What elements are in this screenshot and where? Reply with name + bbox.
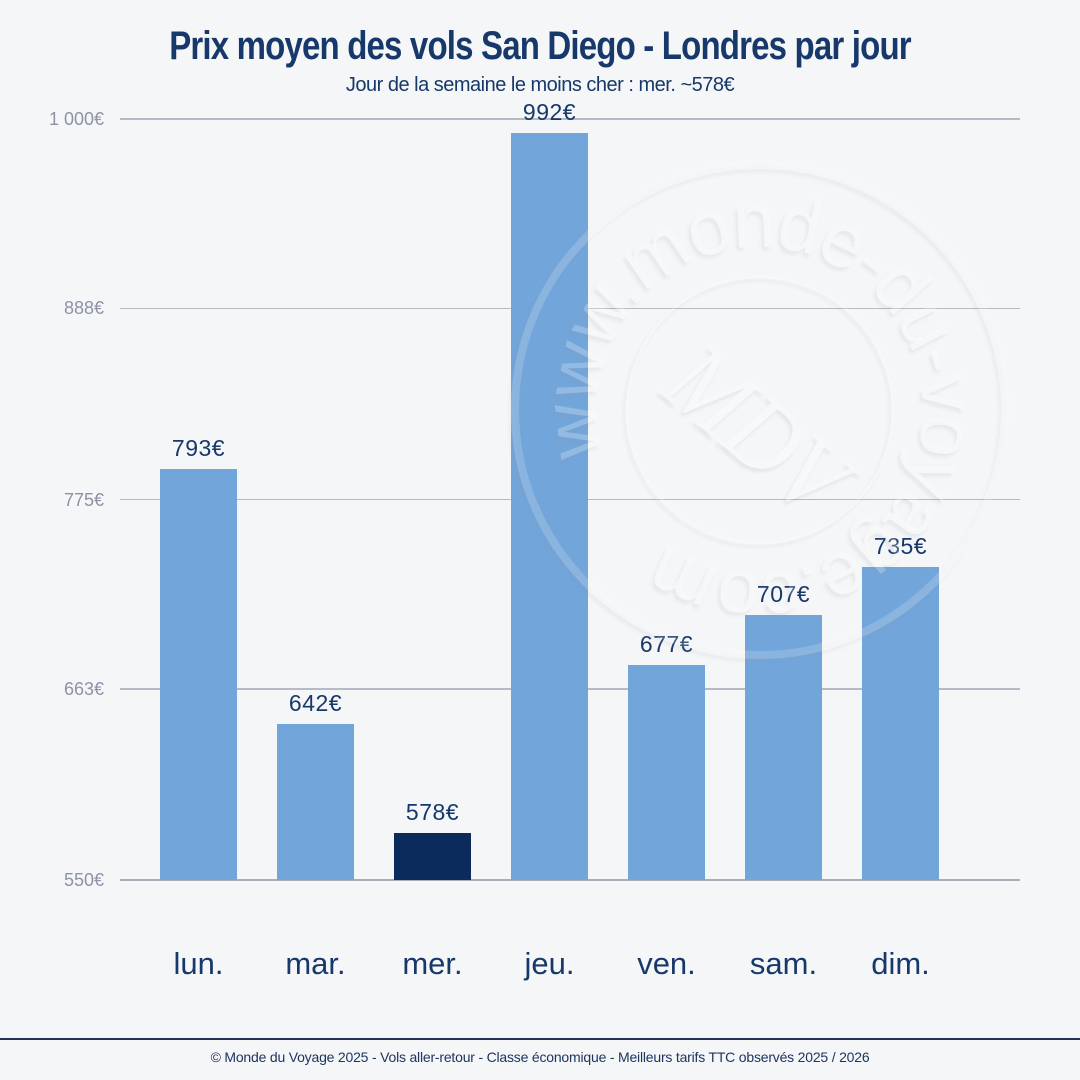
svg-text:MDV: MDV	[643, 321, 877, 544]
